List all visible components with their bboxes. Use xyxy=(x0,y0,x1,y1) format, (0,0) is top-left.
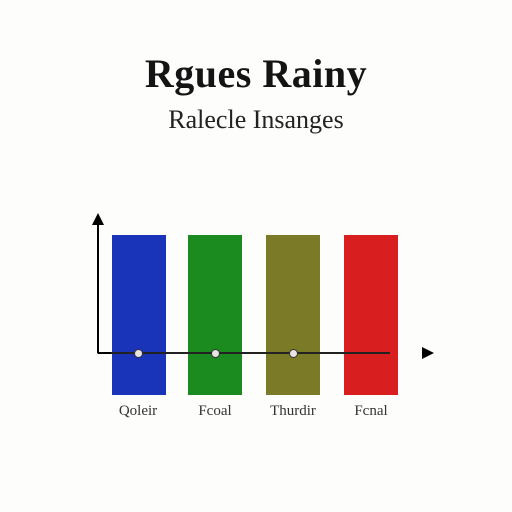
page-title: Rgues Rainy xyxy=(0,50,512,97)
x-label-0: Qoleir xyxy=(98,403,178,420)
y-axis xyxy=(97,223,99,353)
marker-dot-1 xyxy=(211,349,220,358)
bar-1 xyxy=(188,235,242,395)
page-subtitle: Ralecle Insanges xyxy=(0,105,512,135)
axis-corner xyxy=(97,352,111,354)
y-axis-arrow-icon xyxy=(92,213,104,225)
bar-3 xyxy=(344,235,398,395)
x-labels-group: QoleirFcoalThurdirFcnal xyxy=(90,403,430,433)
x-label-1: Fcoal xyxy=(175,403,255,420)
x-label-3: Fcnal xyxy=(331,403,411,420)
bar-2 xyxy=(266,235,320,395)
marker-dot-2 xyxy=(289,349,298,358)
bar-chart xyxy=(90,225,430,395)
marker-dot-0 xyxy=(134,349,143,358)
bars-group xyxy=(90,225,430,395)
x-label-2: Thurdir xyxy=(253,403,333,420)
bar-0 xyxy=(112,235,166,395)
x-axis-arrow-icon xyxy=(422,347,434,359)
